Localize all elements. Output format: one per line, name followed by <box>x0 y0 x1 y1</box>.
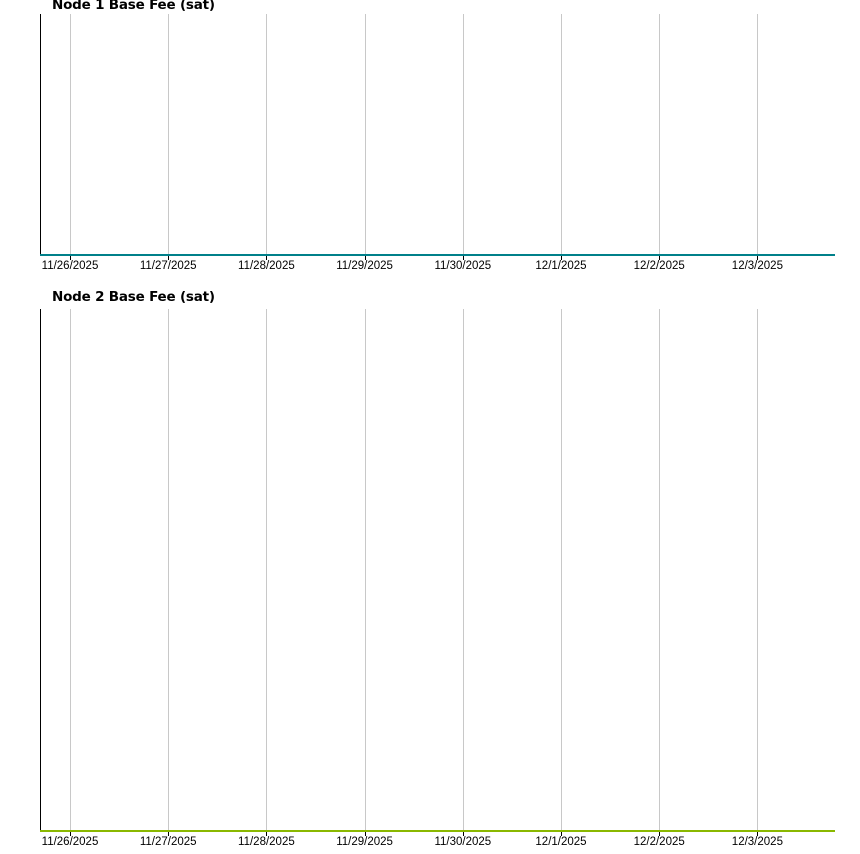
gridline <box>364 14 366 256</box>
gridline <box>168 14 170 256</box>
gridline <box>364 309 366 832</box>
plot-area-node2 <box>40 309 835 832</box>
x-tick-label: 12/2/2025 <box>633 836 685 848</box>
x-tick-mark <box>70 256 71 260</box>
x-tick-mark <box>462 256 464 260</box>
gridline <box>757 14 759 256</box>
x-tick-label: 11/26/2025 <box>41 836 99 848</box>
x-tick-label: 12/1/2025 <box>535 260 587 272</box>
x-tick-label: 12/1/2025 <box>535 836 587 848</box>
gridline <box>266 309 268 832</box>
y-axis-node1 <box>40 14 42 256</box>
gridline <box>561 14 562 256</box>
x-axis-ticks-node1: 11/26/2025 11/27/2025 11/28/2025 11/29/2025… <box>40 256 835 278</box>
chart-panel-node1: Node 1 Base Fee (sat) 11/26/2025 11/27/20… <box>0 0 860 285</box>
x-tick-label: 11/29/2025 <box>336 260 393 272</box>
gridlines-node1 <box>40 14 835 256</box>
x-tick-mark <box>364 256 366 260</box>
x-tick-label: 11/28/2025 <box>238 836 295 848</box>
gridline <box>462 309 464 832</box>
y-axis-node2 <box>40 309 42 832</box>
plot-area-node1 <box>40 14 835 256</box>
gridline <box>168 309 170 832</box>
x-tick-label: 12/3/2025 <box>731 836 783 848</box>
x-tick-label: 11/30/2025 <box>434 260 492 272</box>
gridline <box>70 309 71 832</box>
series-line-node1-base-fee <box>40 254 835 256</box>
x-tick-mark <box>757 256 759 260</box>
gridline <box>659 309 661 832</box>
gridline <box>266 14 268 256</box>
gridlines-node2 <box>40 309 835 832</box>
chart-title-node1: Node 1 Base Fee (sat) <box>52 0 215 13</box>
chart-title-node2: Node 2 Base Fee (sat) <box>52 289 215 305</box>
gridline <box>757 309 759 832</box>
x-tick-mark <box>266 256 268 260</box>
x-tick-label: 12/2/2025 <box>633 260 685 272</box>
x-tick-mark <box>168 256 170 260</box>
x-tick-label: 11/29/2025 <box>336 836 393 848</box>
chart-panel-node2: Node 2 Base Fee (sat) 11/26/2025 11/27/20… <box>0 285 860 848</box>
gridline <box>561 309 562 832</box>
gridline <box>462 14 464 256</box>
x-tick-label: 11/28/2025 <box>238 260 295 272</box>
x-tick-label: 11/30/2025 <box>434 836 492 848</box>
gridline <box>70 14 71 256</box>
x-tick-label: 11/27/2025 <box>139 260 197 272</box>
x-tick-label: 12/3/2025 <box>731 260 783 272</box>
x-axis-ticks-node2: 11/26/2025 11/27/2025 11/28/2025 11/29/2025… <box>40 832 835 854</box>
x-tick-mark <box>561 256 562 260</box>
gridline <box>659 14 661 256</box>
x-tick-label: 11/27/2025 <box>139 836 197 848</box>
x-tick-mark <box>659 256 661 260</box>
x-tick-label: 11/26/2025 <box>41 260 99 272</box>
